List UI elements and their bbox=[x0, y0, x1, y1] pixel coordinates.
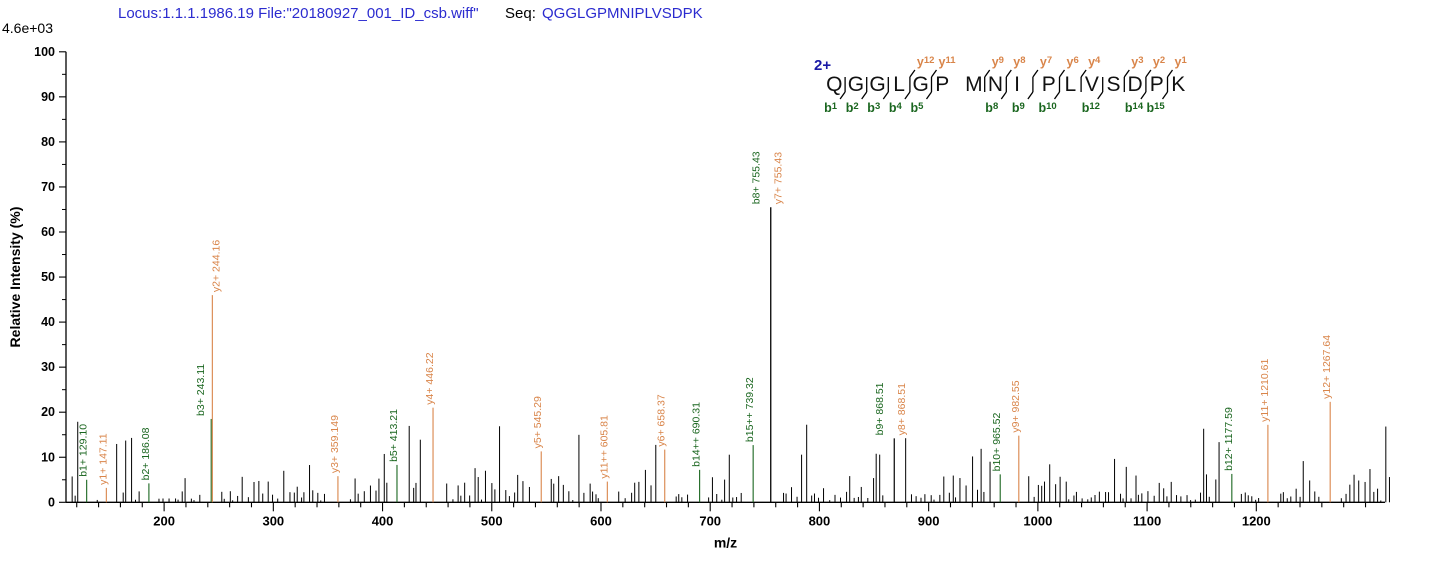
svg-text:b2: b2 bbox=[846, 101, 859, 115]
svg-text:20: 20 bbox=[41, 405, 55, 419]
svg-text:Q: Q bbox=[826, 73, 842, 96]
svg-text:b15++ 739.32: b15++ 739.32 bbox=[744, 377, 756, 442]
svg-text:400: 400 bbox=[372, 513, 394, 528]
svg-text:y8+ 868.51: y8+ 868.51 bbox=[896, 383, 908, 435]
svg-text:50: 50 bbox=[41, 270, 55, 284]
svg-text:y11++ 605.81: y11++ 605.81 bbox=[598, 415, 610, 479]
svg-text:y2: y2 bbox=[1153, 55, 1165, 69]
svg-text:QGGLGPMNIPLVSDPK: QGGLGPMNIPLVSDPK bbox=[542, 5, 703, 22]
svg-text:10: 10 bbox=[41, 450, 55, 464]
svg-text:1100: 1100 bbox=[1133, 513, 1161, 528]
svg-text:40: 40 bbox=[41, 315, 55, 329]
svg-text:0: 0 bbox=[48, 495, 55, 509]
svg-text:M: M bbox=[965, 73, 983, 96]
svg-text:b15: b15 bbox=[1147, 101, 1166, 115]
svg-text:y3+ 359.149: y3+ 359.149 bbox=[329, 415, 341, 473]
svg-text:P: P bbox=[1042, 73, 1056, 96]
svg-text:P: P bbox=[1150, 73, 1164, 96]
svg-text:K: K bbox=[1171, 73, 1185, 96]
svg-text:900: 900 bbox=[918, 513, 940, 528]
svg-text:Seq:: Seq: bbox=[505, 5, 536, 22]
svg-text:b3+ 243.11: b3+ 243.11 bbox=[195, 364, 207, 416]
svg-text:L: L bbox=[1064, 73, 1076, 96]
svg-text:y9: y9 bbox=[992, 55, 1004, 69]
svg-text:N: N bbox=[988, 73, 1003, 96]
svg-text:y12+ 1267.64: y12+ 1267.64 bbox=[1321, 335, 1333, 399]
svg-text:1200: 1200 bbox=[1242, 513, 1271, 528]
svg-text:b10: b10 bbox=[1039, 101, 1057, 115]
svg-text:b1: b1 bbox=[824, 101, 838, 115]
svg-text:y6: y6 bbox=[1067, 55, 1079, 69]
svg-text:y5+ 545.29: y5+ 545.29 bbox=[532, 396, 544, 448]
svg-text:y4: y4 bbox=[1088, 55, 1101, 69]
svg-text:b2+ 186.08: b2+ 186.08 bbox=[140, 427, 152, 480]
svg-text:1000: 1000 bbox=[1023, 513, 1052, 528]
svg-text:y4+ 446.22: y4+ 446.22 bbox=[424, 352, 436, 404]
svg-text:300: 300 bbox=[262, 513, 284, 528]
svg-text:y1: y1 bbox=[1175, 55, 1188, 69]
svg-text:y8: y8 bbox=[1013, 55, 1025, 69]
svg-text:S: S bbox=[1106, 73, 1120, 96]
svg-text:200: 200 bbox=[153, 513, 175, 528]
svg-text:y2+ 244.16: y2+ 244.16 bbox=[210, 240, 222, 292]
svg-text:L: L bbox=[893, 73, 905, 96]
svg-text:b12: b12 bbox=[1082, 101, 1100, 115]
svg-text:b9+ 868.51: b9+ 868.51 bbox=[874, 382, 886, 435]
svg-text:b3: b3 bbox=[867, 101, 880, 115]
svg-text:b8+ 755.43: b8+ 755.43 bbox=[751, 151, 763, 204]
svg-text:G: G bbox=[913, 73, 929, 96]
svg-text:b1+ 129.10: b1+ 129.10 bbox=[78, 424, 90, 477]
svg-text:b5: b5 bbox=[911, 101, 925, 115]
svg-text:90: 90 bbox=[41, 90, 55, 104]
svg-text:b8: b8 bbox=[985, 101, 998, 115]
svg-text:m/z: m/z bbox=[714, 534, 737, 550]
svg-text:V: V bbox=[1085, 73, 1099, 96]
svg-text:b10+ 965.52: b10+ 965.52 bbox=[991, 413, 1003, 472]
svg-text:100: 100 bbox=[34, 45, 55, 59]
svg-text:800: 800 bbox=[809, 513, 831, 528]
svg-text:y7+ 755.43: y7+ 755.43 bbox=[773, 152, 785, 204]
svg-text:b5+ 413.21: b5+ 413.21 bbox=[388, 409, 400, 462]
svg-text:Relative Intensity (%): Relative Intensity (%) bbox=[7, 207, 23, 348]
svg-text:b12+ 1177.59: b12+ 1177.59 bbox=[1223, 407, 1235, 471]
svg-text:700: 700 bbox=[699, 513, 721, 528]
svg-text:b9: b9 bbox=[1012, 101, 1025, 115]
svg-text:y7: y7 bbox=[1040, 55, 1052, 69]
svg-text:y11: y11 bbox=[939, 55, 957, 69]
svg-text:y11+ 1210.61: y11+ 1210.61 bbox=[1259, 358, 1271, 421]
svg-text:I: I bbox=[1014, 73, 1020, 96]
svg-text:60: 60 bbox=[41, 225, 55, 239]
svg-text:b14++ 690.31: b14++ 690.31 bbox=[691, 402, 703, 467]
svg-text:y1+ 147.11: y1+ 147.11 bbox=[97, 433, 109, 485]
svg-text:y6+ 658.37: y6+ 658.37 bbox=[656, 394, 668, 446]
svg-text:600: 600 bbox=[590, 513, 612, 528]
svg-text:30: 30 bbox=[41, 360, 55, 374]
svg-text:80: 80 bbox=[41, 135, 55, 149]
svg-text:y12: y12 bbox=[917, 55, 935, 69]
svg-text:D: D bbox=[1128, 73, 1143, 96]
svg-text:y3: y3 bbox=[1131, 55, 1143, 69]
svg-text:b14: b14 bbox=[1125, 101, 1144, 115]
svg-text:500: 500 bbox=[481, 513, 503, 528]
svg-text:P: P bbox=[935, 73, 949, 96]
svg-text:4.6e+03: 4.6e+03 bbox=[2, 20, 53, 36]
svg-text:y9+ 982.55: y9+ 982.55 bbox=[1010, 380, 1022, 432]
svg-text:G: G bbox=[869, 73, 885, 96]
svg-text:b4: b4 bbox=[889, 101, 903, 115]
svg-text:Locus:1.1.1.1986.19 File:"2018: Locus:1.1.1.1986.19 File:"20180927_001_I… bbox=[118, 5, 479, 22]
svg-text:70: 70 bbox=[41, 180, 55, 194]
svg-text:2+: 2+ bbox=[814, 57, 831, 74]
svg-text:G: G bbox=[848, 73, 864, 96]
